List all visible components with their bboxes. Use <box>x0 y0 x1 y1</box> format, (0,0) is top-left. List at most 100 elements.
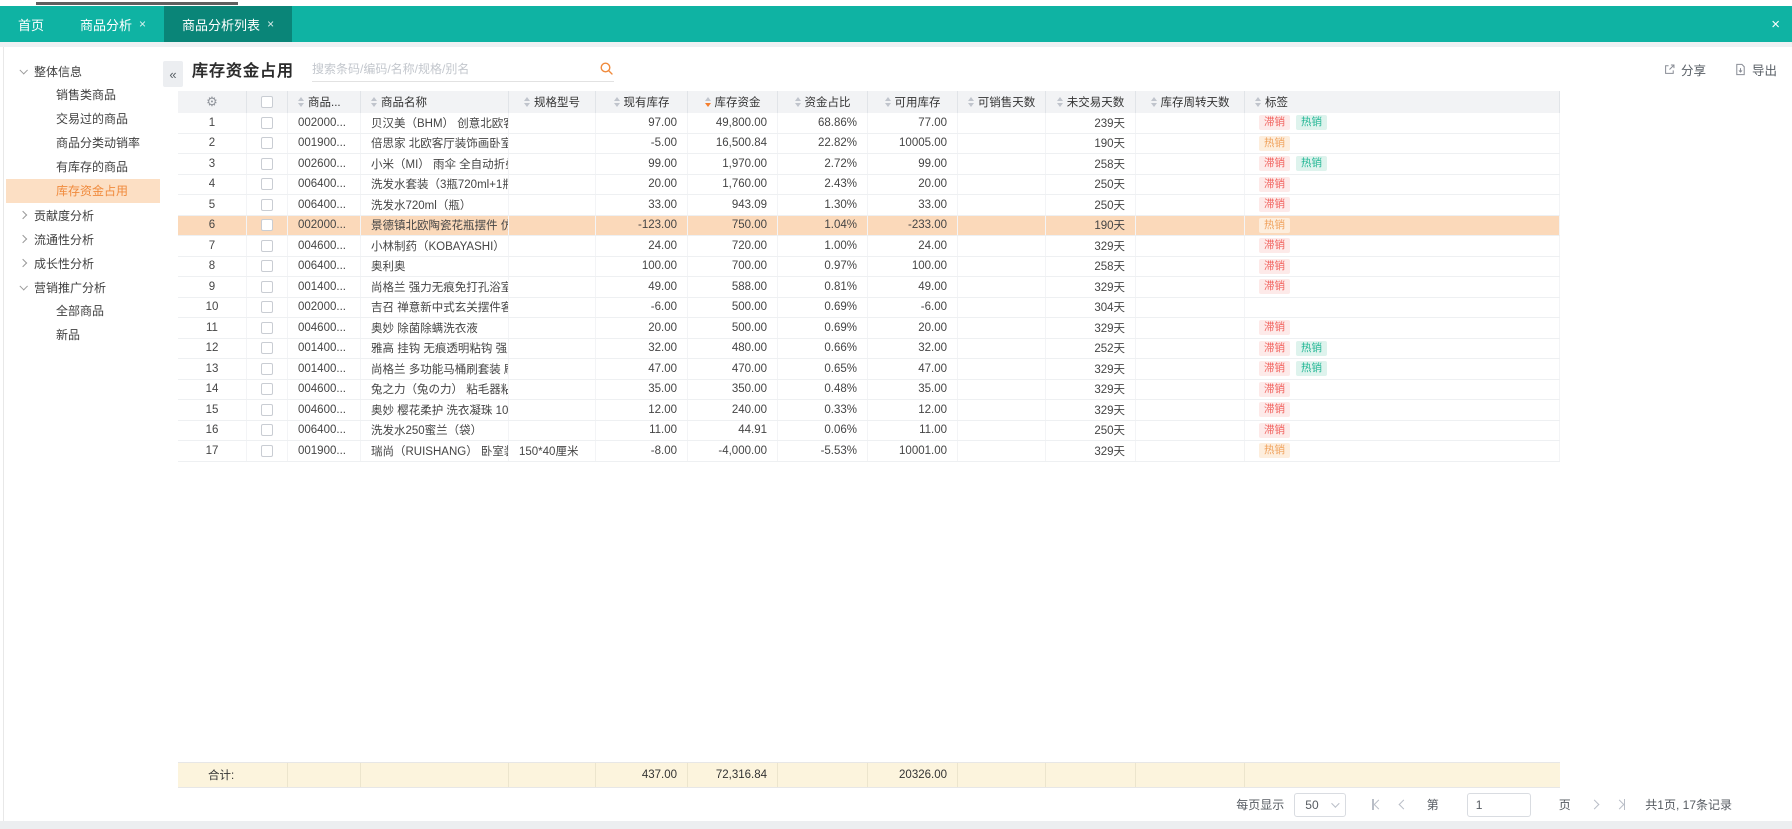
row-checkbox[interactable] <box>261 301 273 314</box>
row-checkbox[interactable] <box>261 280 273 293</box>
row-checkbox[interactable] <box>261 424 273 437</box>
row-checkbox[interactable] <box>261 383 273 396</box>
column-header-8[interactable]: 未交易天数 <box>1046 91 1136 113</box>
sidebar-group-0[interactable]: 整体信息 <box>0 59 162 83</box>
row-checkbox[interactable] <box>261 219 273 232</box>
cell-turnover-days <box>1136 256 1245 276</box>
sidebar-group-4[interactable]: 营销推广分析 <box>0 275 162 299</box>
table-row[interactable]: 14 004600... 兔之力（兔の力） 粘毛器粘尘 35.00 350.00 0.48… <box>178 379 1560 400</box>
sidebar-item-0-3[interactable]: 有库存的商品 <box>56 160 129 174</box>
cell-index: 6 <box>178 215 247 235</box>
cell-index: 1 <box>178 113 247 133</box>
row-checkbox[interactable] <box>261 403 273 416</box>
horizontal-scrollbar[interactable] <box>0 821 1792 829</box>
tab-1[interactable]: 商品分析 × <box>62 6 164 42</box>
cell-ratio: 68.86% <box>778 113 868 133</box>
select-all-checkbox[interactable] <box>261 96 273 108</box>
sidebar-item-0-1[interactable]: 交易过的商品 <box>56 112 129 126</box>
row-checkbox[interactable] <box>261 239 273 252</box>
table-row[interactable]: 10 002000... 吉召 禅意新中式玄关摆件客厅 -6.00 500.00 0.69… <box>178 297 1560 318</box>
cell-ratio: 1.30% <box>778 195 868 215</box>
total-cell-code <box>288 763 361 787</box>
tab-close-icon[interactable]: × <box>139 17 147 31</box>
sidebar-item-4-0[interactable]: 全部商品 <box>56 304 105 318</box>
last-page-button[interactable] <box>1614 799 1626 810</box>
row-checkbox[interactable] <box>261 137 273 150</box>
tab-0[interactable]: 首页 <box>0 6 62 42</box>
cell-ratio: 0.81% <box>778 277 868 297</box>
column-header-2[interactable]: 规格型号 <box>509 91 596 113</box>
column-header-9[interactable]: 库存周转天数 <box>1136 91 1245 113</box>
tab-close-icon[interactable]: × <box>267 17 275 31</box>
page-size-select[interactable]: 50 <box>1294 792 1347 817</box>
sidebar-group-3[interactable]: 成长性分析 <box>0 251 162 275</box>
tab-2[interactable]: 商品分析列表 × <box>164 6 293 42</box>
close-all-icon[interactable]: × <box>1771 15 1780 33</box>
column-settings[interactable]: ⚙ <box>178 91 247 113</box>
row-checkbox[interactable] <box>261 362 273 375</box>
sidebar-item-0-2[interactable]: 商品分类动销率 <box>56 136 141 150</box>
cell-index: 15 <box>178 400 247 420</box>
table-row[interactable]: 12 001400... 雅高 挂钩 无痕透明粘钩 强力 32.00 480.00 0.6… <box>178 338 1560 359</box>
first-page-button[interactable] <box>1372 799 1384 810</box>
column-header-10[interactable]: 标签 <box>1245 91 1560 113</box>
cell-spec <box>509 113 596 133</box>
export-button[interactable]: 导出 <box>1734 60 1777 79</box>
cell-fund: 470.00 <box>688 359 778 379</box>
row-checkbox[interactable] <box>261 260 273 273</box>
sidebar-group-label: 贡献度分析 <box>34 208 95 223</box>
sidebar-collapse-button[interactable]: « <box>163 61 183 87</box>
table-row[interactable]: 4 006400... 洗发水套装（3瓶720ml+1瓶 20.00 1,760.00 2… <box>178 174 1560 195</box>
next-page-button[interactable] <box>1589 799 1600 810</box>
sidebar-item-0-0[interactable]: 销售类商品 <box>56 88 117 102</box>
cell-available: 49.00 <box>868 277 958 297</box>
cell-checkbox <box>247 318 288 338</box>
column-header-1[interactable]: 商品名称 <box>361 91 509 113</box>
row-checkbox[interactable] <box>261 321 273 334</box>
sidebar-item-4-1[interactable]: 新品 <box>56 328 81 342</box>
cell-turnover-days <box>1136 359 1245 379</box>
column-header-6[interactable]: 可用库存 <box>868 91 958 113</box>
table-row[interactable]: 17 001900...瑞尚（RUISHANG） 卧室装饰150*40厘米-8.0… <box>178 441 1560 462</box>
column-header-4[interactable]: 库存资金 <box>688 91 778 113</box>
column-header-0[interactable]: 商品... <box>288 91 361 113</box>
row-checkbox[interactable] <box>261 198 273 211</box>
row-checkbox[interactable] <box>261 444 273 457</box>
table-row[interactable]: 2 001900...倍思家 北欧客厅装饰画卧室床头 -5.0016,500.842… <box>178 133 1560 154</box>
search-input[interactable] <box>312 61 600 76</box>
cell-tags: 滞销 <box>1245 174 1560 194</box>
cell-name: 奥妙 除菌除螨洗衣液 <box>361 318 509 338</box>
gear-icon[interactable]: ⚙ <box>206 94 218 109</box>
row-checkbox[interactable] <box>261 116 273 129</box>
sidebar-item-0-4[interactable]: 库存资金占用 <box>6 179 160 203</box>
cell-name: 景德镇北欧陶瓷花瓶摆件 仿真花 <box>361 215 509 235</box>
sidebar-group-2[interactable]: 流通性分析 <box>0 227 162 251</box>
column-header-3[interactable]: 现有库存 <box>596 91 688 113</box>
share-button[interactable]: 分享 <box>1663 60 1706 79</box>
cell-no-trade-days: 258天 <box>1046 154 1136 174</box>
cell-sale-days <box>958 441 1046 461</box>
prev-page-button[interactable] <box>1398 799 1409 810</box>
share-icon <box>1663 63 1676 76</box>
column-header-5[interactable]: 资金占比 <box>778 91 868 113</box>
column-header-7[interactable]: 可销售天数 <box>958 91 1046 113</box>
row-checkbox[interactable] <box>261 157 273 170</box>
table-row[interactable]: 1 002000...贝汉美（BHM） 创意北欧客厅装饰 97.0049,800.0… <box>178 113 1560 134</box>
page-input[interactable]: 1 <box>1466 792 1531 817</box>
cell-ratio: 0.48% <box>778 379 868 399</box>
cell-index: 11 <box>178 318 247 338</box>
row-checkbox[interactable] <box>261 178 273 191</box>
table-row[interactable]: 16 006400... 洗发水250蜜兰（袋） 11.00 44.91 0.06% 11.… <box>178 420 1560 441</box>
table-row[interactable]: 8 006400... 奥利奥 100.00 700.00 0.97% 100.00 258天… <box>178 256 1560 277</box>
table-row[interactable]: 11 004600... 奥妙 除菌除螨洗衣液 20.00 500.00 0.69% 20.… <box>178 318 1560 339</box>
table-row[interactable]: 15 004600... 奥妙 樱花柔护 洗衣凝珠 10颗 12.00 240.00 0.… <box>178 400 1560 421</box>
table-row[interactable]: 6 002000...景德镇北欧陶瓷花瓶摆件 仿真花 -123.00750.001.… <box>178 215 1560 236</box>
search-icon[interactable] <box>599 61 614 76</box>
row-checkbox[interactable] <box>261 342 273 355</box>
table-row[interactable]: 5 006400... 洗发水720ml（瓶） 33.00 943.09 1.30% 33.… <box>178 195 1560 216</box>
sidebar-group-1[interactable]: 贡献度分析 <box>0 203 162 227</box>
